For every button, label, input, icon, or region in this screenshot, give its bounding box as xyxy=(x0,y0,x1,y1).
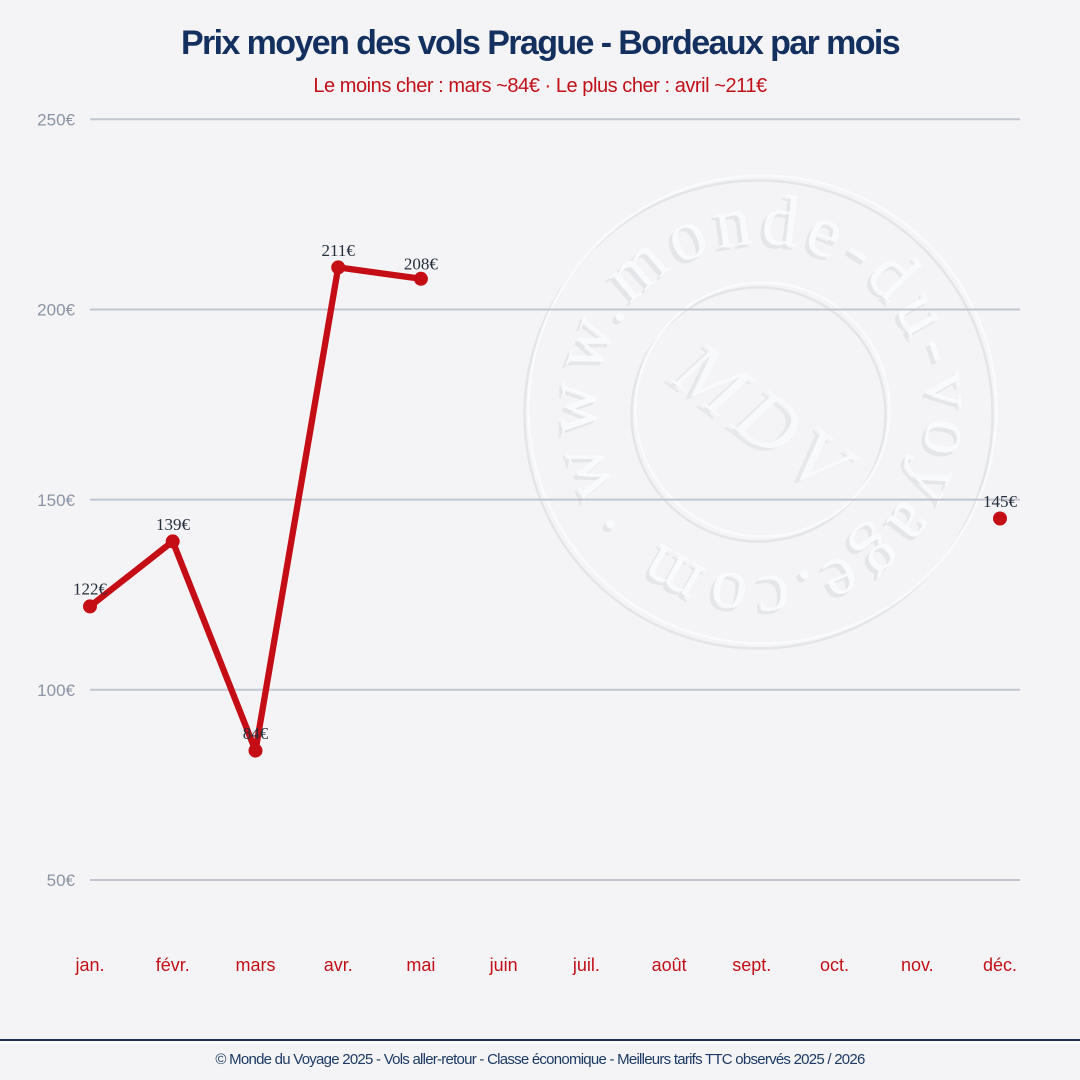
svg-text:211€: 211€ xyxy=(322,241,356,260)
svg-text:avr.: avr. xyxy=(324,955,353,975)
svg-text:84€: 84€ xyxy=(243,724,269,743)
svg-text:oct.: oct. xyxy=(820,955,849,975)
svg-text:122€: 122€ xyxy=(73,580,108,599)
svg-text:jan.: jan. xyxy=(74,955,104,975)
svg-text:févr.: févr. xyxy=(156,955,190,975)
svg-text:150€: 150€ xyxy=(37,491,75,510)
svg-text:200€: 200€ xyxy=(37,301,75,320)
svg-text:© Monde du Voyage 2025 - Vols: © Monde du Voyage 2025 - Vols aller-reto… xyxy=(215,1051,865,1068)
svg-text:50€: 50€ xyxy=(47,871,76,890)
svg-text:nov.: nov. xyxy=(901,955,934,975)
svg-text:139€: 139€ xyxy=(156,515,191,534)
svg-text:mai: mai xyxy=(406,955,435,975)
svg-text:Le moins cher : mars ~84€ · Le: Le moins cher : mars ~84€ · Le plus cher… xyxy=(313,75,767,97)
svg-text:août: août xyxy=(652,955,687,975)
svg-text:Prix moyen des vols Prague - B: Prix moyen des vols Prague - Bordeaux pa… xyxy=(181,24,900,62)
svg-text:mars: mars xyxy=(236,955,276,975)
svg-text:250€: 250€ xyxy=(37,111,75,130)
svg-text:145€: 145€ xyxy=(983,492,1018,511)
svg-text:déc.: déc. xyxy=(983,955,1017,975)
svg-text:208€: 208€ xyxy=(404,255,439,274)
svg-text:juil.: juil. xyxy=(572,955,600,975)
svg-text:100€: 100€ xyxy=(37,681,75,700)
svg-text:juin: juin xyxy=(489,955,518,975)
svg-text:sept.: sept. xyxy=(732,955,771,975)
